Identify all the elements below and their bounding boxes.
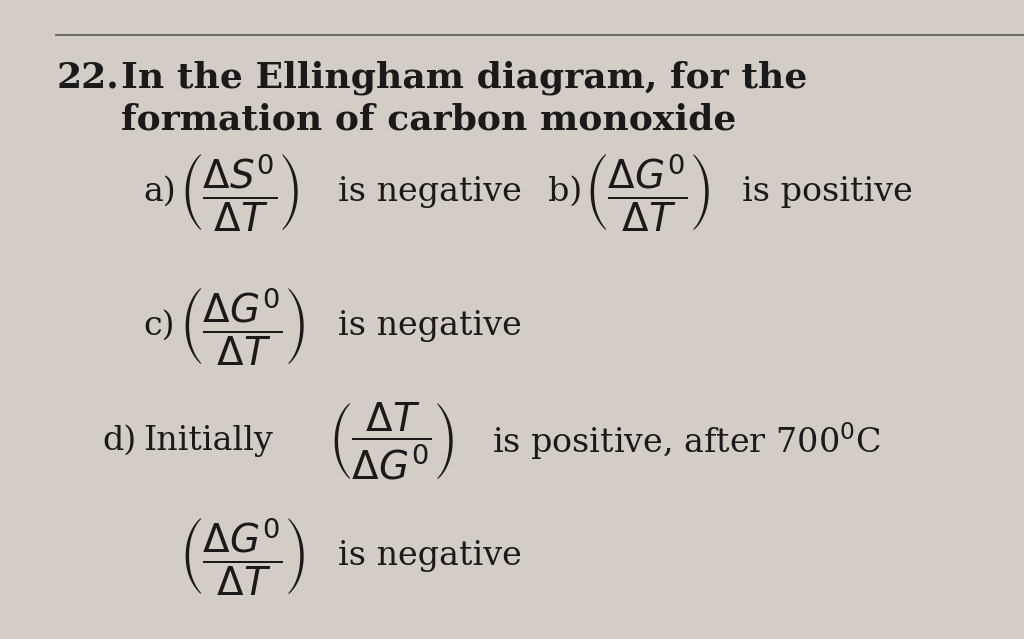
Text: is negative: is negative [338, 176, 522, 208]
Text: b): b) [548, 176, 582, 208]
Text: $\left(\dfrac{\Delta G^{0}}{\Delta T}\right)$: $\left(\dfrac{\Delta G^{0}}{\Delta T}\ri… [179, 515, 305, 597]
Text: $\left(\dfrac{\Delta G^{0}}{\Delta T}\right)$: $\left(\dfrac{\Delta G^{0}}{\Delta T}\ri… [179, 285, 305, 367]
Text: $\left(\dfrac{\Delta G^{0}}{\Delta T}\right)$: $\left(\dfrac{\Delta G^{0}}{\Delta T}\ri… [584, 151, 710, 233]
Text: is negative: is negative [338, 310, 522, 342]
Text: d): d) [102, 425, 136, 457]
Text: is positive: is positive [742, 176, 913, 208]
Text: $\left(\dfrac{\Delta S^{0}}{\Delta T}\right)$: $\left(\dfrac{\Delta S^{0}}{\Delta T}\ri… [179, 151, 300, 233]
Text: a): a) [143, 176, 176, 208]
Text: In the Ellingham diagram, for the: In the Ellingham diagram, for the [121, 61, 807, 95]
Text: is positive, after 700$^{0}$C: is positive, after 700$^{0}$C [492, 420, 881, 462]
Text: $\left(\dfrac{\Delta T}{\Delta G^{0}}\right)$: $\left(\dfrac{\Delta T}{\Delta G^{0}}\ri… [328, 401, 454, 481]
Text: formation of carbon monoxide: formation of carbon monoxide [121, 102, 736, 136]
Text: 22.: 22. [56, 61, 119, 95]
Text: is negative: is negative [338, 540, 522, 572]
Text: Initially: Initially [143, 425, 273, 457]
Text: c): c) [143, 310, 175, 342]
